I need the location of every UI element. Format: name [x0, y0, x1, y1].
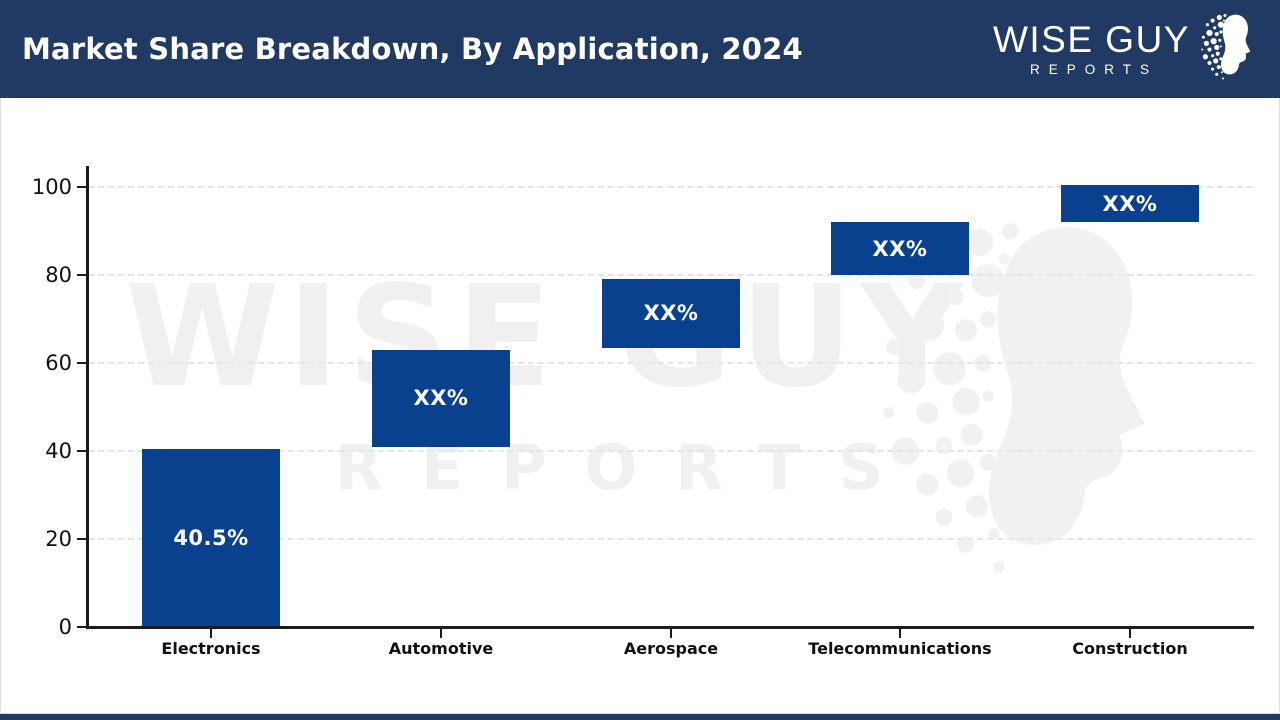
- x-axis-label: Automotive: [388, 639, 494, 658]
- gridline: [88, 186, 1253, 188]
- x-tick-mark: [440, 629, 442, 638]
- bar: XX%: [372, 349, 510, 447]
- bar-value-label: XX%: [643, 301, 699, 326]
- bar-value-label: 40.5%: [173, 525, 249, 550]
- y-tick-label: 20: [45, 527, 72, 551]
- x-tick-mark: [899, 629, 901, 638]
- x-tick-mark: [210, 629, 212, 638]
- y-tick-label: 40: [45, 439, 72, 463]
- page-title: Market Share Breakdown, By Application, …: [22, 32, 803, 66]
- watermark-line1: WISE GUY: [125, 256, 971, 419]
- bar-value-label: XX%: [872, 236, 928, 261]
- x-axis-label: Telecommunications: [808, 639, 992, 658]
- wiseguy-logo: WISE GUY REPORTS: [993, 10, 1256, 88]
- gridline: [88, 362, 1253, 364]
- logo-subtitle: REPORTS: [1029, 62, 1158, 78]
- bar: 40.5%: [142, 448, 280, 627]
- y-tick-label: 0: [58, 615, 72, 639]
- report-header: Market Share Breakdown, By Application, …: [0, 0, 1280, 98]
- x-axis-label: Construction: [1072, 639, 1188, 658]
- footer-strip: [0, 713, 1280, 720]
- bar: XX%: [602, 279, 740, 348]
- y-tick-mark: [77, 538, 86, 540]
- y-tick-label: 60: [45, 351, 72, 375]
- x-axis-label: Aerospace: [623, 639, 719, 658]
- bar-value-label: XX%: [413, 386, 469, 411]
- bar-value-label: XX%: [1102, 191, 1158, 216]
- y-tick-mark: [77, 186, 86, 188]
- y-tick-label: 80: [45, 263, 72, 287]
- logo-wordmark: WISE GUY: [992, 19, 1190, 61]
- x-axis-spine: [86, 626, 1254, 629]
- y-tick-mark: [77, 362, 86, 364]
- y-tick-mark: [77, 274, 86, 276]
- watermark-line2: REPORTS: [335, 431, 922, 504]
- logo-text: WISE GUY REPORTS: [993, 21, 1190, 77]
- x-tick-mark: [670, 629, 672, 638]
- bar: XX%: [831, 222, 969, 275]
- y-tick-mark: [77, 450, 86, 452]
- y-axis-spine: [86, 166, 89, 629]
- y-tick-mark: [77, 626, 86, 628]
- gridline: [88, 450, 1253, 452]
- gridline: [88, 274, 1253, 276]
- x-axis-label: Electronics: [161, 639, 261, 658]
- x-tick-mark: [1129, 629, 1131, 638]
- y-tick-label: 100: [31, 175, 72, 199]
- gridline: [88, 538, 1253, 540]
- bar: XX%: [1061, 185, 1199, 223]
